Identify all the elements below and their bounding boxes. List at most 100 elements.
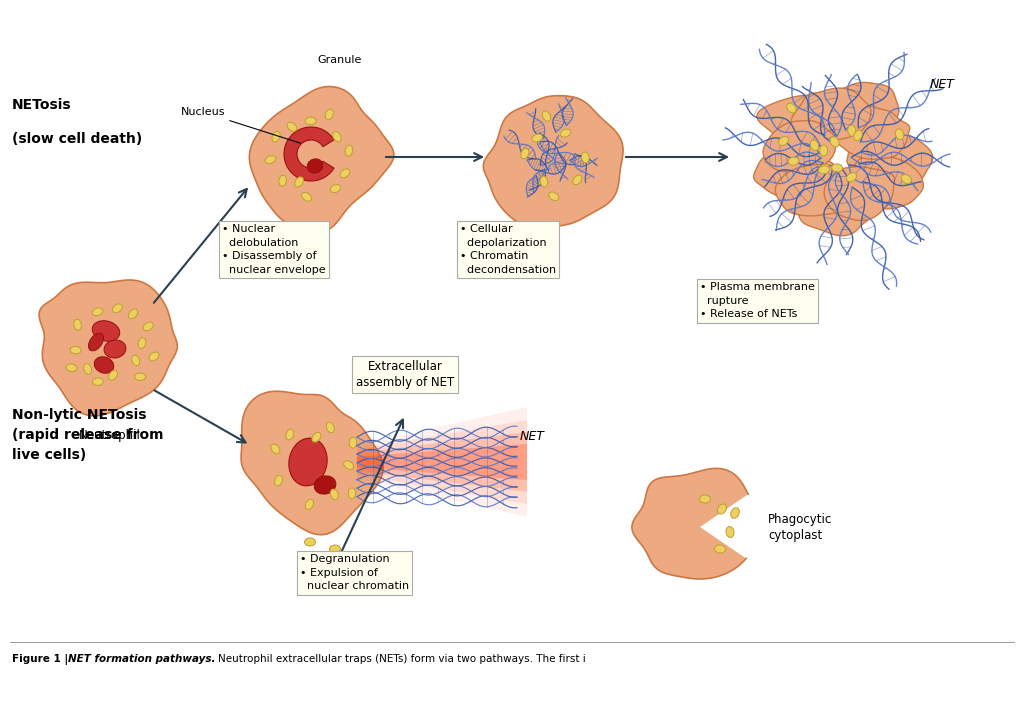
Ellipse shape — [109, 370, 118, 380]
Polygon shape — [754, 145, 836, 199]
Ellipse shape — [572, 175, 582, 185]
Ellipse shape — [333, 132, 341, 142]
Ellipse shape — [810, 140, 818, 151]
Ellipse shape — [819, 164, 829, 173]
Ellipse shape — [831, 164, 843, 172]
Ellipse shape — [340, 169, 350, 178]
Polygon shape — [357, 444, 527, 480]
Ellipse shape — [715, 545, 725, 553]
Ellipse shape — [92, 308, 103, 315]
Ellipse shape — [718, 504, 727, 514]
Polygon shape — [818, 83, 899, 136]
Polygon shape — [483, 95, 623, 228]
Text: Figure 1 |: Figure 1 | — [12, 654, 72, 665]
Polygon shape — [284, 127, 334, 181]
Text: Granule: Granule — [317, 55, 362, 65]
Ellipse shape — [132, 355, 139, 366]
Ellipse shape — [549, 192, 559, 201]
Polygon shape — [357, 407, 527, 517]
Ellipse shape — [289, 438, 328, 486]
Ellipse shape — [113, 304, 122, 313]
Ellipse shape — [699, 495, 711, 503]
Ellipse shape — [104, 340, 126, 358]
Ellipse shape — [287, 122, 297, 131]
Text: Non-lytic NETosis: Non-lytic NETosis — [12, 408, 146, 422]
Ellipse shape — [788, 157, 799, 165]
Ellipse shape — [330, 184, 341, 193]
Ellipse shape — [895, 129, 903, 140]
Ellipse shape — [348, 488, 355, 499]
Ellipse shape — [74, 319, 81, 330]
Text: Nucleus: Nucleus — [180, 107, 300, 143]
Ellipse shape — [92, 378, 103, 385]
Polygon shape — [775, 164, 852, 216]
Polygon shape — [763, 120, 836, 173]
Polygon shape — [841, 155, 924, 209]
Ellipse shape — [138, 337, 145, 349]
Polygon shape — [357, 432, 527, 492]
Polygon shape — [357, 420, 527, 504]
Ellipse shape — [731, 508, 739, 518]
Ellipse shape — [92, 320, 120, 341]
Ellipse shape — [818, 166, 829, 174]
Text: NET formation pathways.: NET formation pathways. — [68, 654, 219, 664]
Ellipse shape — [148, 352, 159, 361]
Ellipse shape — [854, 130, 862, 141]
Text: • Degranulation
• Expulsion of
  nuclear chromatin: • Degranulation • Expulsion of nuclear c… — [300, 554, 410, 591]
Ellipse shape — [279, 175, 287, 187]
Ellipse shape — [901, 174, 911, 184]
Ellipse shape — [265, 156, 275, 164]
Text: live cells): live cells) — [12, 448, 86, 462]
Polygon shape — [792, 88, 871, 140]
Ellipse shape — [331, 489, 338, 500]
Ellipse shape — [134, 373, 145, 380]
Ellipse shape — [305, 117, 316, 125]
Polygon shape — [632, 468, 749, 579]
Ellipse shape — [560, 129, 570, 137]
Ellipse shape — [301, 192, 311, 201]
Ellipse shape — [67, 364, 77, 372]
Polygon shape — [241, 392, 383, 535]
Polygon shape — [824, 167, 894, 221]
Polygon shape — [847, 128, 933, 183]
Ellipse shape — [274, 475, 283, 486]
Ellipse shape — [272, 132, 281, 142]
Ellipse shape — [307, 159, 323, 173]
Ellipse shape — [327, 422, 334, 433]
Polygon shape — [794, 176, 878, 236]
Polygon shape — [250, 87, 394, 233]
Ellipse shape — [295, 177, 303, 187]
Ellipse shape — [71, 346, 81, 354]
Ellipse shape — [542, 111, 551, 121]
Ellipse shape — [330, 545, 341, 553]
Text: NET: NET — [930, 78, 954, 92]
Ellipse shape — [521, 148, 528, 159]
Text: Phagocytic
cytoplast: Phagocytic cytoplast — [768, 513, 833, 542]
Ellipse shape — [94, 357, 114, 373]
Ellipse shape — [349, 437, 356, 449]
Ellipse shape — [531, 134, 543, 142]
Ellipse shape — [143, 322, 154, 330]
Text: • Plasma membrane
  rupture
• Release of NETs: • Plasma membrane rupture • Release of N… — [700, 282, 815, 319]
Polygon shape — [757, 95, 853, 149]
Ellipse shape — [848, 125, 856, 136]
Text: (rapid release from: (rapid release from — [12, 428, 164, 442]
Ellipse shape — [84, 364, 91, 375]
Polygon shape — [39, 280, 177, 416]
Ellipse shape — [312, 432, 321, 442]
Ellipse shape — [582, 152, 589, 163]
Text: • Nuclear
  delobulation
• Disassembly of
  nuclear envelope: • Nuclear delobulation • Disassembly of … — [222, 224, 326, 275]
Ellipse shape — [304, 538, 315, 546]
Ellipse shape — [286, 429, 294, 440]
Text: NET: NET — [520, 431, 545, 444]
Ellipse shape — [349, 553, 360, 561]
Text: Neutrophil: Neutrophil — [79, 429, 141, 442]
Ellipse shape — [271, 444, 280, 454]
Text: • Cellular
  depolarization
• Chromatin
  decondensation: • Cellular depolarization • Chromatin de… — [460, 224, 556, 275]
Ellipse shape — [786, 103, 796, 113]
Ellipse shape — [326, 109, 334, 120]
Ellipse shape — [778, 137, 788, 145]
Text: Extracellular
assembly of NET: Extracellular assembly of NET — [356, 360, 454, 389]
Text: (slow cell death): (slow cell death) — [12, 132, 142, 146]
Text: Neutrophil extracellular traps (NETs) form via two pathways. The first i: Neutrophil extracellular traps (NETs) fo… — [218, 654, 586, 664]
